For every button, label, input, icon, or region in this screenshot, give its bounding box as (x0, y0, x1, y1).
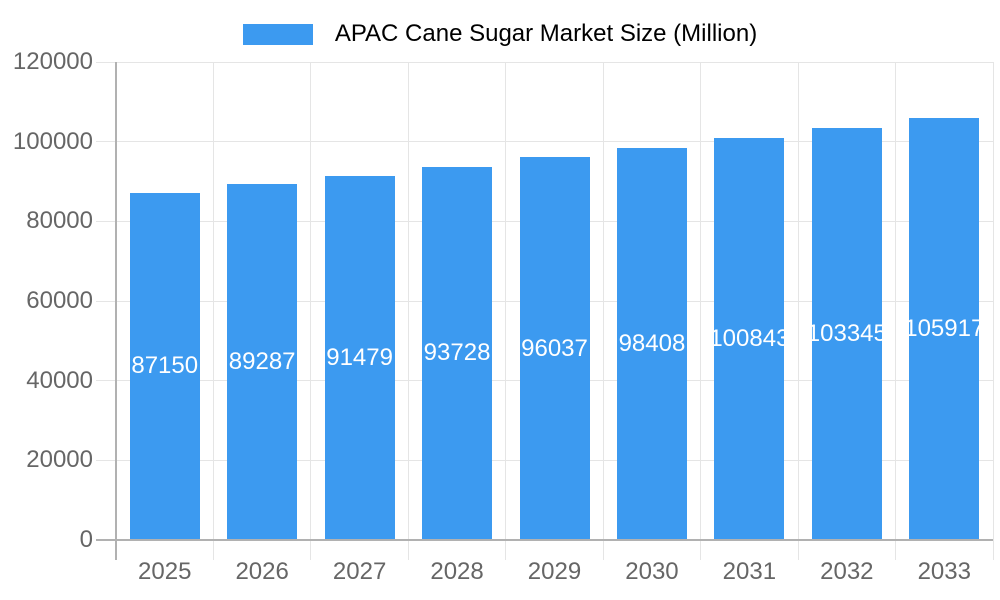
legend-item[interactable]: APAC Cane Sugar Market Size (Million) (242, 20, 758, 48)
bar[interactable] (519, 157, 590, 540)
y-axis-tick-label: 60000 (26, 287, 93, 314)
bar-value-label: 103345 (806, 320, 887, 348)
bar-value-label: 100843 (709, 325, 790, 353)
bar[interactable] (324, 175, 395, 540)
gridline-x (407, 62, 409, 560)
bar-value-label: 96037 (521, 334, 588, 362)
bar[interactable] (811, 128, 882, 540)
y-axis-tick-label: 0 (79, 526, 93, 553)
bar-value-label: 87150 (131, 352, 199, 380)
y-axis-tick-label: 120000 (12, 48, 93, 75)
y-axis-tick-label: 20000 (26, 446, 93, 474)
y-axis-line (115, 62, 117, 560)
y-axis-tick-label: 40000 (26, 366, 93, 394)
x-axis-tick-label: 2025 (138, 558, 192, 585)
x-axis-line (96, 539, 993, 541)
gridline-x (797, 62, 799, 560)
gridline-x (505, 62, 507, 560)
bar[interactable] (616, 148, 687, 540)
x-axis-tick-label: 2031 (722, 558, 777, 585)
bar[interactable] (227, 184, 298, 540)
y-axis-tick-label: 80000 (26, 207, 93, 235)
gridline-x (310, 62, 312, 560)
gridline-x (700, 62, 702, 560)
bar[interactable] (129, 192, 200, 540)
x-axis-tick-label: 2026 (235, 558, 289, 585)
bar-value-label: 93728 (423, 339, 491, 367)
bar-value-label: 105917 (904, 315, 985, 343)
gridline-x (602, 62, 604, 560)
x-axis-tick-label: 2033 (917, 558, 971, 585)
gridline-x (992, 62, 994, 560)
y-axis-tick-label: 100000 (12, 127, 93, 155)
bar[interactable] (909, 118, 980, 540)
bar-value-label: 98408 (618, 330, 686, 357)
bar-value-label: 91479 (326, 343, 393, 371)
gridline-y (96, 61, 993, 63)
bar-value-label: 89287 (228, 348, 296, 376)
legend: APAC Cane Sugar Market Size (Million) (0, 20, 1000, 48)
bar[interactable] (422, 166, 493, 540)
legend-label: APAC Cane Sugar Market Size (Million) (334, 20, 758, 47)
x-axis-tick-label: 2029 (527, 558, 582, 585)
x-axis-tick-label: 2028 (430, 558, 484, 585)
bar[interactable] (714, 138, 785, 540)
x-axis-tick-label: 2032 (820, 558, 874, 585)
x-axis-tick-label: 2027 (332, 558, 387, 585)
legend-swatch (242, 23, 313, 45)
gridline-y (96, 141, 993, 143)
gridline-x (895, 62, 897, 560)
gridline-x (212, 62, 214, 560)
x-axis-tick-label: 2030 (625, 558, 679, 585)
